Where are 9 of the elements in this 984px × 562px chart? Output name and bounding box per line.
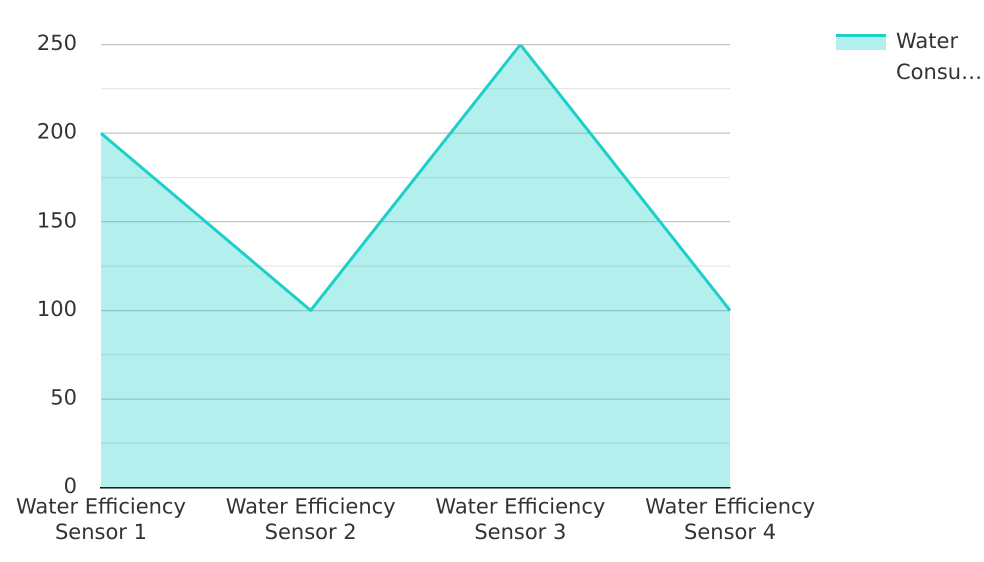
x-tick-label: Water Efficiency Sensor 2 bbox=[226, 494, 396, 544]
y-tick-label: 200 bbox=[36, 120, 77, 144]
legend-label: Water Consu… bbox=[896, 28, 984, 86]
y-tick-label: 250 bbox=[36, 31, 77, 56]
y-tick-label: 100 bbox=[36, 296, 77, 321]
x-tick-label: Water Efficiency Sensor 4 bbox=[645, 494, 816, 544]
y-tick-label: 150 bbox=[36, 208, 77, 232]
y-tick-label: 50 bbox=[50, 385, 77, 410]
x-tick-label: Water Efficiency Sensor 3 bbox=[435, 494, 606, 544]
